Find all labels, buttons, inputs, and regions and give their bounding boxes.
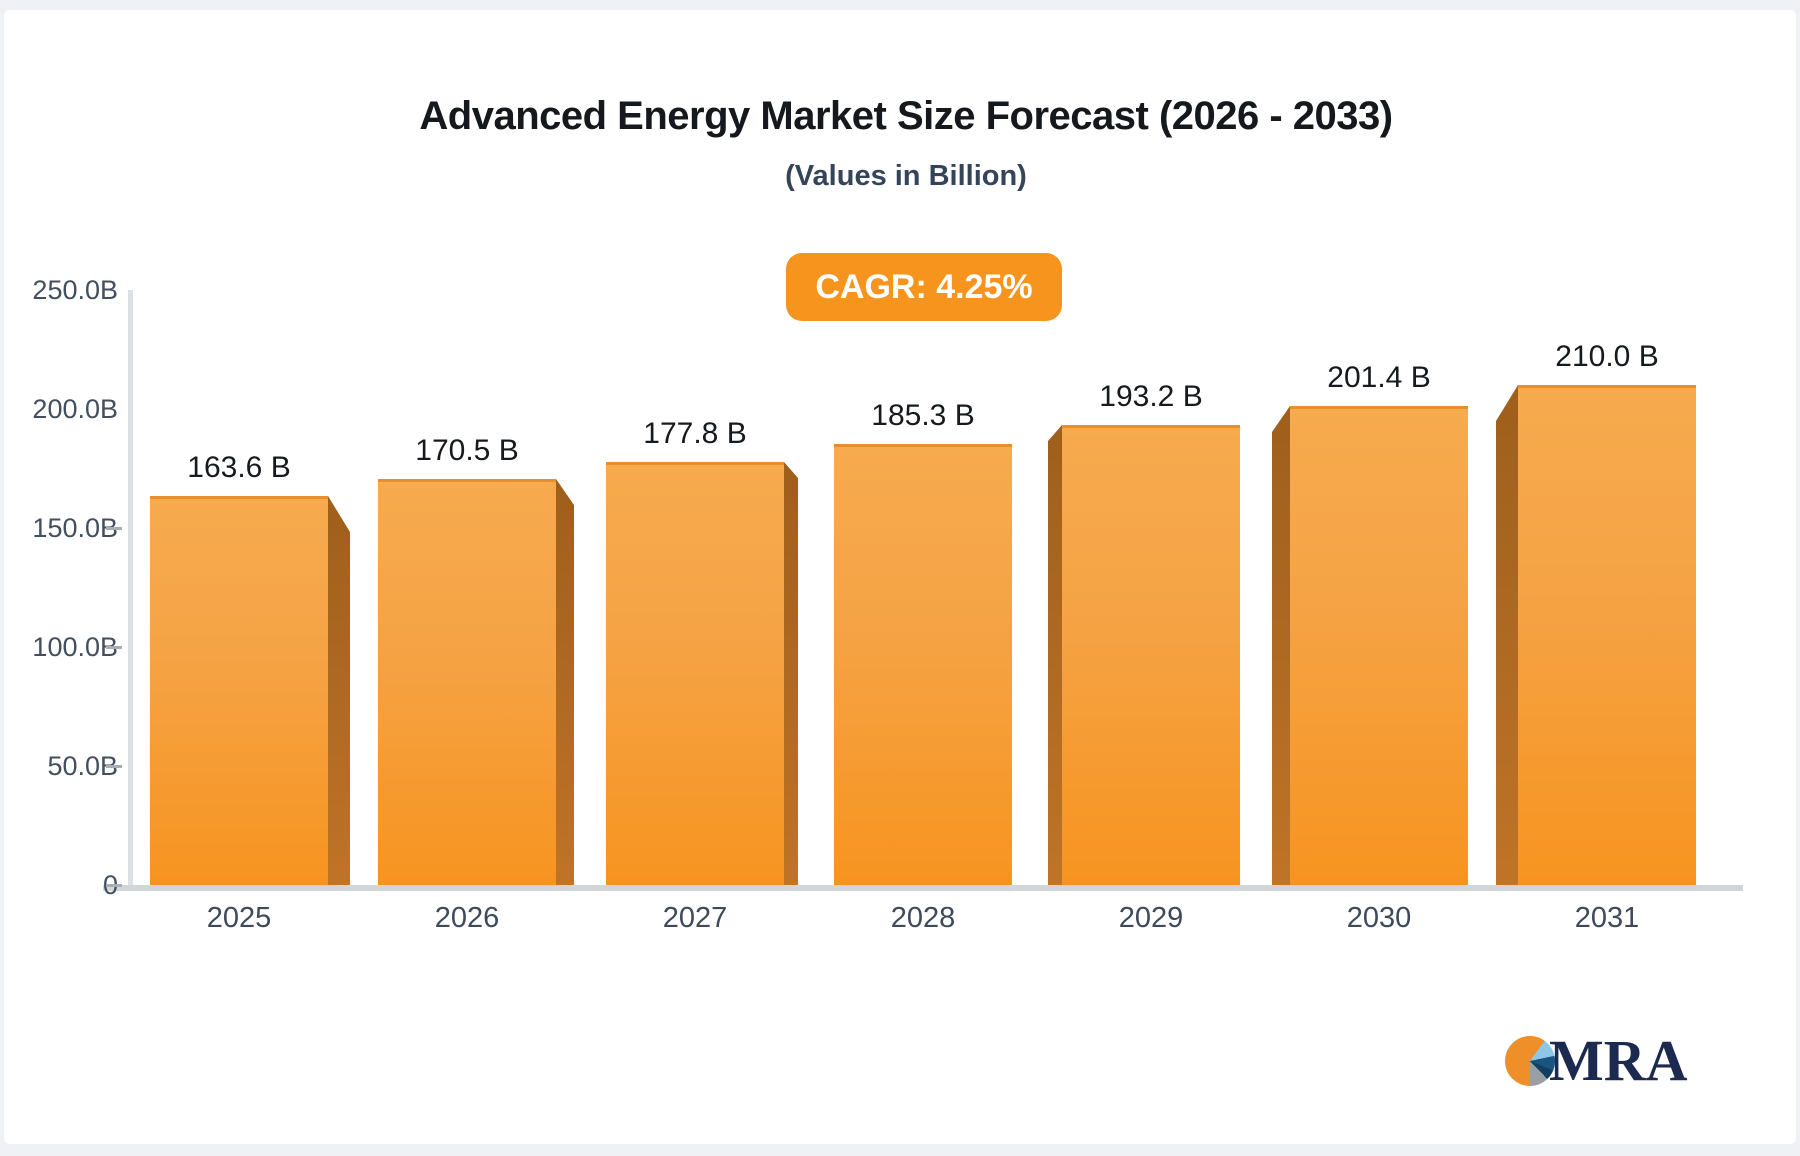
bar-value-label: 163.6 B	[187, 451, 291, 484]
x-axis-category-label: 2028	[890, 902, 956, 934]
bar-2026	[378, 479, 556, 885]
y-axis-tick-label: 50.0B	[47, 751, 118, 781]
bar-3d-side-2027	[784, 462, 798, 885]
bar-value-label: 185.3 B	[871, 399, 975, 432]
bar-value-label: 177.8 B	[643, 417, 747, 450]
bar-3d-side-2031	[1496, 385, 1518, 885]
y-axis-tick-label: 0	[23, 869, 118, 901]
y-axis-tick-label: 250.0B	[32, 275, 118, 305]
bar-2029	[1062, 425, 1240, 885]
mra-logo: MRA	[1505, 1028, 1688, 1093]
y-axis-tick-mark	[106, 527, 122, 530]
y-axis-tick-mark	[106, 884, 122, 887]
bar-3d-side-2030	[1272, 406, 1290, 885]
x-axis-category-label: 2030	[1346, 902, 1412, 934]
y-axis-tick-mark	[106, 646, 122, 649]
chart-subtitle: (Values in Billion)	[785, 160, 1027, 192]
bar-value-label: 201.4 B	[1327, 361, 1431, 394]
chart-title: Advanced Energy Market Size Forecast (20…	[419, 94, 1393, 138]
bar-value-label: 193.2 B	[1099, 380, 1203, 413]
bar-2028	[834, 444, 1012, 885]
cagr-badge: CAGR: 4.25%	[786, 253, 1062, 321]
bar-2025	[150, 496, 328, 885]
bar-3d-side-2026	[556, 479, 574, 885]
x-axis-category-label: 2026	[434, 902, 500, 934]
y-axis-tick-label: 100.0B	[32, 632, 118, 662]
bar-2027	[606, 462, 784, 885]
x-axis-category-label: 2025	[206, 902, 272, 934]
y-axis-line	[128, 290, 133, 885]
bar-value-label: 170.5 B	[415, 434, 519, 467]
y-axis-tick-label: 200.0B	[32, 394, 118, 424]
y-axis-tick-label: 150.0B	[32, 513, 118, 543]
bar-3d-side-2029	[1048, 425, 1062, 885]
bar-2031	[1518, 385, 1696, 885]
bar-3d-side-2025	[328, 496, 350, 885]
x-axis-category-label: 2029	[1118, 902, 1184, 934]
mra-logo-text: MRA	[1549, 1028, 1688, 1093]
y-axis-tick-mark	[106, 765, 122, 768]
bar-2030	[1290, 406, 1468, 885]
x-axis-category-label: 2031	[1574, 902, 1640, 934]
x-axis-category-label: 2027	[662, 902, 728, 934]
bar-value-label: 210.0 B	[1555, 340, 1659, 373]
pie-chart-logo-icon	[1505, 1036, 1555, 1086]
cagr-badge-label: CAGR: 4.25%	[815, 267, 1033, 306]
x-axis-baseline	[103, 885, 1743, 891]
